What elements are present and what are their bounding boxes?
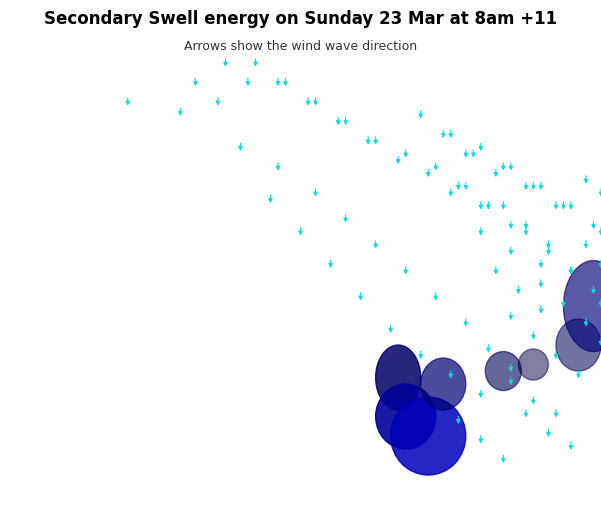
Text: Arrows show the wind wave direction: Arrows show the wind wave direction <box>184 40 417 52</box>
Ellipse shape <box>556 319 601 371</box>
Ellipse shape <box>421 358 466 410</box>
Ellipse shape <box>376 384 436 449</box>
Ellipse shape <box>391 397 466 475</box>
Ellipse shape <box>518 349 548 380</box>
Ellipse shape <box>376 345 421 410</box>
Ellipse shape <box>486 352 522 391</box>
Text: Secondary Swell energy on Sunday 23 Mar at 8am +11: Secondary Swell energy on Sunday 23 Mar … <box>44 10 557 28</box>
Ellipse shape <box>564 261 601 352</box>
